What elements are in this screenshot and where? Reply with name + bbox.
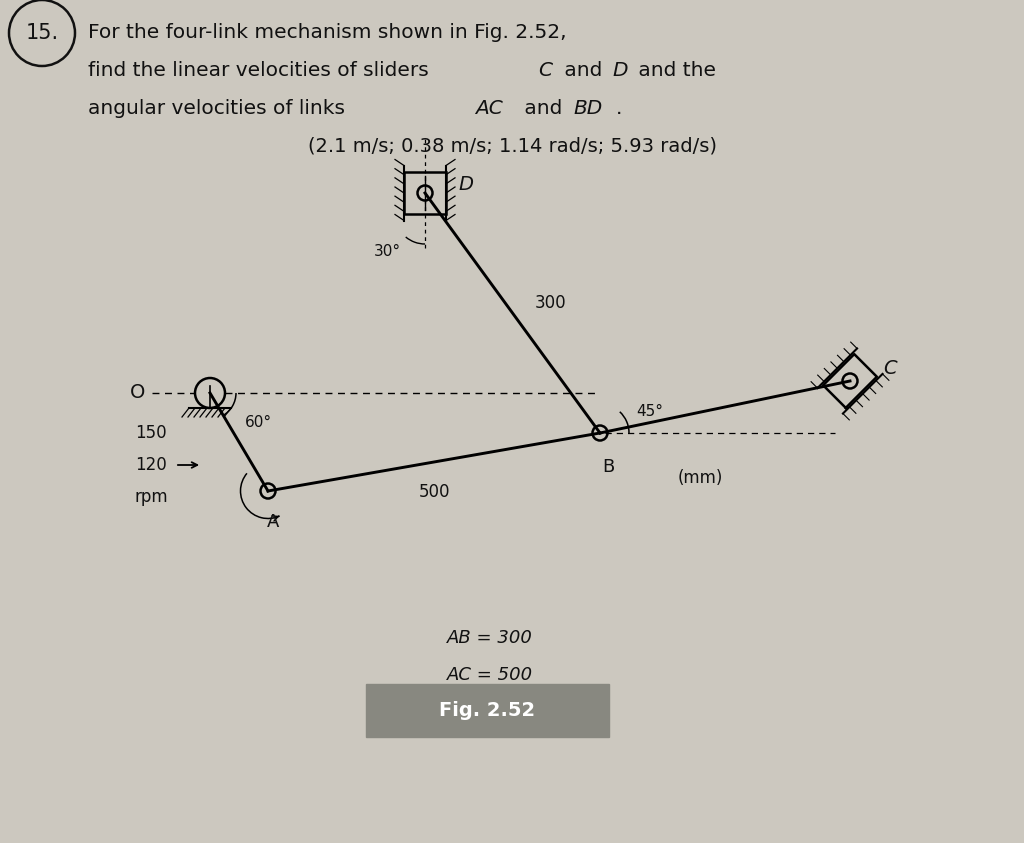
Text: and: and [558, 62, 608, 80]
Text: 45°: 45° [637, 404, 664, 418]
Text: Fig. 2.52: Fig. 2.52 [439, 701, 536, 720]
Text: (2.1 m/s; 0.38 m/s; 1.14 rad/s; 5.93 rad/s): (2.1 m/s; 0.38 m/s; 1.14 rad/s; 5.93 rad… [307, 137, 717, 155]
Text: 15.: 15. [26, 23, 58, 43]
Text: 500: 500 [418, 483, 450, 501]
Text: 120: 120 [135, 456, 167, 474]
FancyBboxPatch shape [366, 684, 609, 737]
Text: BD: BD [573, 99, 602, 117]
Text: C: C [883, 359, 897, 379]
Text: A: A [267, 513, 280, 531]
Text: 30°: 30° [374, 244, 400, 259]
Text: For the four-link mechanism shown in Fig. 2.52,: For the four-link mechanism shown in Fig… [88, 24, 566, 42]
Text: D: D [612, 62, 628, 80]
Text: D: D [458, 175, 473, 195]
Text: 300: 300 [535, 294, 566, 312]
Text: 60°: 60° [245, 415, 272, 430]
Text: 150: 150 [135, 424, 167, 442]
Bar [404, 172, 446, 214]
Text: O: O [130, 384, 145, 402]
Text: AC: AC [475, 99, 503, 117]
Text: .: . [616, 99, 623, 117]
Text: and: and [518, 99, 568, 117]
Text: C: C [538, 62, 552, 80]
Text: AB = 300: AB = 300 [447, 629, 532, 647]
Text: rpm: rpm [135, 488, 169, 506]
Text: find the linear velocities of sliders: find the linear velocities of sliders [88, 62, 435, 80]
Text: (mm): (mm) [677, 469, 723, 487]
Text: angular velocities of links: angular velocities of links [88, 99, 351, 117]
Text: AC = 500: AC = 500 [446, 666, 534, 684]
Text: and the: and the [632, 62, 716, 80]
Text: B: B [602, 458, 614, 476]
